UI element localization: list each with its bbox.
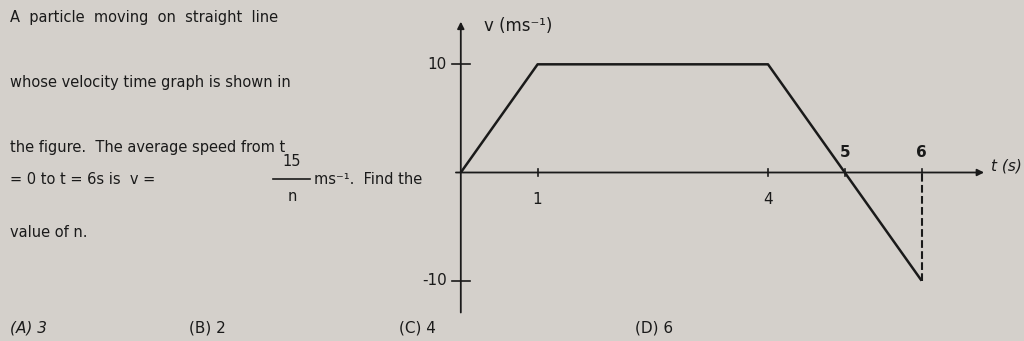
Text: (C) 4: (C) 4 <box>399 321 436 336</box>
Text: A  particle  moving  on  straight  line: A particle moving on straight line <box>10 10 279 25</box>
Text: (B) 2: (B) 2 <box>189 321 226 336</box>
Text: ms⁻¹.  Find the: ms⁻¹. Find the <box>314 172 423 187</box>
Text: v (ms⁻¹): v (ms⁻¹) <box>484 17 552 35</box>
Text: the figure.  The average speed from t: the figure. The average speed from t <box>10 140 286 155</box>
Text: = 0 to t = 6s is  v =: = 0 to t = 6s is v = <box>10 172 156 187</box>
Text: 1: 1 <box>532 192 543 207</box>
Text: (A) 3: (A) 3 <box>10 321 47 336</box>
Text: 4: 4 <box>763 192 773 207</box>
Text: (D) 6: (D) 6 <box>635 321 673 336</box>
Text: value of n.: value of n. <box>10 225 88 240</box>
Text: n: n <box>287 189 297 204</box>
Text: -10: -10 <box>422 273 446 288</box>
Text: 10: 10 <box>428 57 446 72</box>
Text: whose velocity time graph is shown in: whose velocity time graph is shown in <box>10 75 291 90</box>
Text: t (s): t (s) <box>991 159 1022 174</box>
Text: 15: 15 <box>283 154 301 169</box>
Text: 5: 5 <box>840 145 850 160</box>
Text: 6: 6 <box>916 145 927 160</box>
